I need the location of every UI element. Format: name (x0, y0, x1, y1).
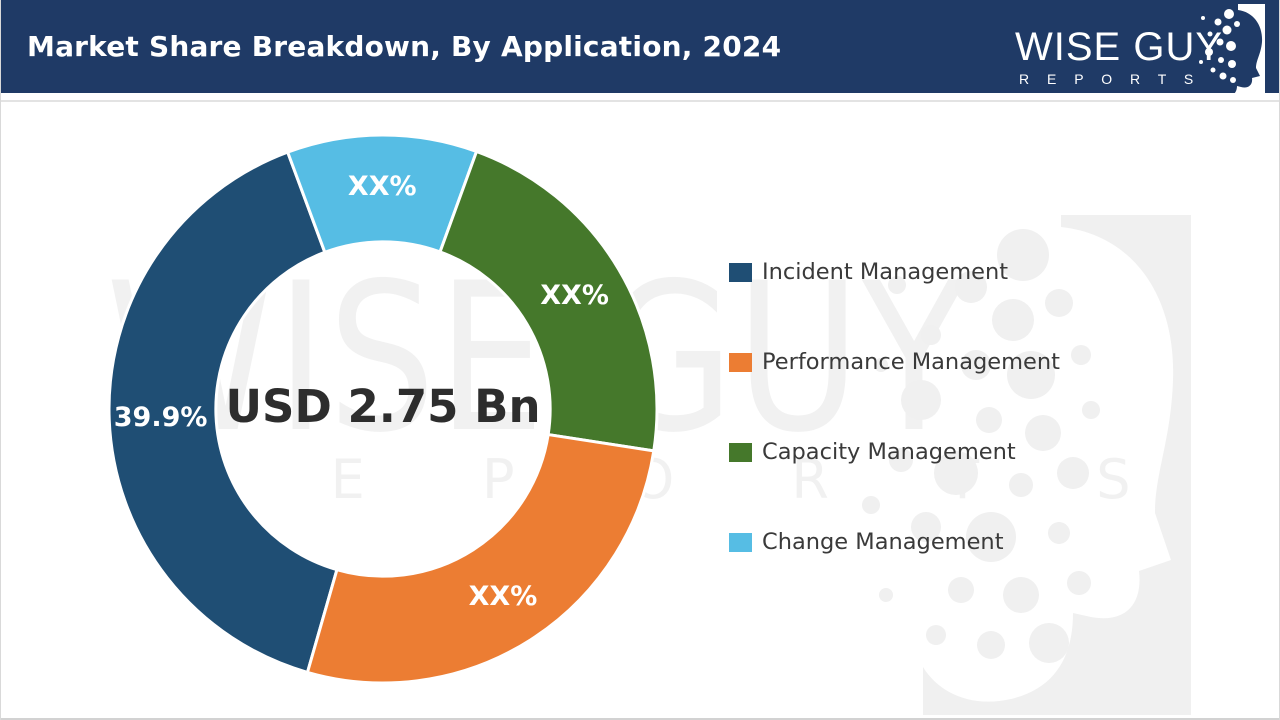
legend-swatch-performance (729, 352, 752, 372)
legend-label: Capacity Management (762, 439, 1016, 465)
watermark-face-icon (862, 215, 1191, 715)
logo-reports-text: R E P O R T S (1019, 71, 1200, 87)
slice-incident-management (107, 150, 339, 674)
bottom-divider (1, 718, 1279, 720)
logo-face-icon (1199, 4, 1265, 96)
wise-guy-reports-logo: WISE GUY R E P O R T S (1015, 4, 1265, 96)
legend-label: Change Management (762, 529, 1004, 555)
slice-performance-management (305, 433, 656, 685)
legend-label: Performance Management (762, 349, 1060, 375)
slice-capacity-management (438, 149, 659, 453)
header-bar: Market Share Breakdown, By Application, … (1, 0, 1279, 93)
legend-item-change-management: Change Management (729, 528, 1060, 556)
legend-item-incident-management: Incident Management (729, 258, 1060, 286)
donut-chart: 39.9% XX% XX% XX% (107, 133, 659, 685)
chart-legend: Incident Management Performance Manageme… (729, 258, 1060, 618)
page-title: Market Share Breakdown, By Application, … (27, 30, 782, 63)
logo-wordmark: WISE GUY (1015, 25, 1223, 69)
legend-swatch-capacity (729, 442, 752, 462)
legend-label: Incident Management (762, 259, 1009, 285)
slice-label-performance-management: XX% (469, 581, 538, 612)
legend-swatch-change (729, 532, 752, 552)
legend-item-capacity-management: Capacity Management (729, 438, 1060, 466)
slice-label-capacity-management: XX% (540, 280, 609, 311)
slice-label-incident-management: 39.9% (114, 402, 208, 433)
legend-swatch-incident (729, 262, 752, 282)
chart-center-value: USD 2.75 Bn (225, 380, 541, 433)
header-divider (1, 100, 1279, 102)
legend-item-performance-management: Performance Management (729, 348, 1060, 376)
slice-label-change-management: XX% (348, 171, 417, 202)
